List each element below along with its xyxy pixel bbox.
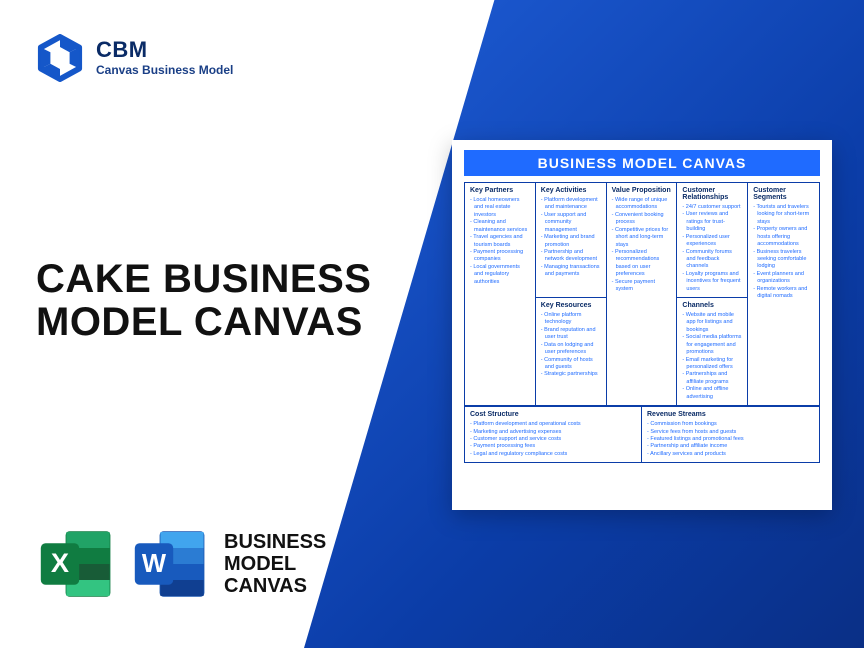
block-list-item: User reviews and ratings for trust-build… xyxy=(682,211,742,233)
apps-row: X W BUSINESS MODEL CANVAS xyxy=(36,524,326,604)
block-heading: Cost Structure xyxy=(470,411,636,418)
block-list-item: Social media platforms for engagement an… xyxy=(682,334,742,356)
block-list-item: Community of hosts and guests xyxy=(541,357,601,372)
block-list-item: Partnership and network development xyxy=(541,249,601,264)
block-list-item: Legal and regulatory compliance costs xyxy=(470,451,636,458)
block-list-item: Marketing and brand promotion xyxy=(541,234,601,249)
block-list-item: Payment processing companies xyxy=(470,249,530,264)
block-heading: Revenue Streams xyxy=(647,411,814,418)
block-list-item: Partnerships and affiliate programs xyxy=(682,371,742,386)
block-list-item: Managing transactions and payments xyxy=(541,264,601,279)
block-list: Website and mobile app for listings and … xyxy=(682,312,742,401)
brand-abbr: CBM xyxy=(96,39,233,61)
brand-name: Canvas Business Model xyxy=(96,63,233,77)
svg-text:X: X xyxy=(51,547,69,578)
block-list-item: Secure payment system xyxy=(612,279,672,294)
block-list-item: Email marketing for personalized offers xyxy=(682,357,742,372)
block-list-item: Cleaning and maintenance services xyxy=(470,219,530,234)
block-list-item: Wide range of unique accommodations xyxy=(612,197,672,212)
apps-label-l3: CANVAS xyxy=(224,575,326,597)
apps-label: BUSINESS MODEL CANVAS xyxy=(224,531,326,597)
block-cost-structure: Cost Structure Platform development and … xyxy=(465,407,642,462)
block-heading: Value Proposition xyxy=(612,187,672,194)
apps-label-l2: MODEL xyxy=(224,553,326,575)
block-list-item: Customer support and service costs xyxy=(470,436,636,443)
block-list-item: Travel agencies and tourism boards xyxy=(470,234,530,249)
block-customer-segments: Customer Segments Tourists and travelers… xyxy=(748,183,819,406)
canvas-grid-bottom: Cost Structure Platform development and … xyxy=(464,407,820,463)
block-list: 24/7 customer supportUser reviews and ra… xyxy=(682,204,742,293)
block-key-activities: Key Activities Platform development and … xyxy=(536,183,607,298)
block-list-item: Payment processing fees xyxy=(470,443,636,450)
block-list-item: Service fees from hosts and guests xyxy=(647,429,814,436)
block-list-item: Competitive prices for short and long-te… xyxy=(612,227,672,249)
word-icon: W xyxy=(130,524,210,604)
block-list-item: Local homeowners and real estate investo… xyxy=(470,197,530,219)
block-list-item: Business travelers seeking comfortable l… xyxy=(753,249,814,271)
block-list: Online platform technologyBrand reputati… xyxy=(541,312,601,379)
canvas-grid-top: Key Partners Local homeowners and real e… xyxy=(464,182,820,407)
brand-logo-icon xyxy=(36,34,84,82)
page-title: CAKE BUSINESS MODEL CANVAS xyxy=(36,258,371,344)
block-list-item: Marketing and advertising expenses xyxy=(470,429,636,436)
brand-text: CBM Canvas Business Model xyxy=(96,39,233,77)
canvas-card: BUSINESS MODEL CANVAS Key Partners Local… xyxy=(452,140,832,510)
block-list-item: Personalized user experiences xyxy=(682,234,742,249)
block-list: Platform development and operational cos… xyxy=(470,421,636,458)
block-heading: Key Resources xyxy=(541,302,601,309)
block-list-item: Local governments and regulatory authori… xyxy=(470,264,530,286)
block-list-item: Tourists and travelers looking for short… xyxy=(753,204,814,226)
block-heading: Channels xyxy=(682,302,742,309)
block-list: Platform development and maintenanceUser… xyxy=(541,197,601,279)
block-list-item: Data on lodging and user preferences xyxy=(541,342,601,357)
headline-line-1: CAKE BUSINESS xyxy=(36,258,371,301)
block-list-item: Brand reputation and user trust xyxy=(541,327,601,342)
block-list-item: Ancillary services and products xyxy=(647,451,814,458)
block-list-item: Loyalty programs and incentives for freq… xyxy=(682,271,742,293)
block-list-item: 24/7 customer support xyxy=(682,204,742,211)
block-customer-relationships: Customer Relationships 24/7 customer sup… xyxy=(677,183,748,298)
svg-text:W: W xyxy=(142,550,167,578)
block-list: Tourists and travelers looking for short… xyxy=(753,204,814,300)
block-list: Wide range of unique accommodationsConve… xyxy=(612,197,672,293)
page-root: CBM Canvas Business Model CAKE BUSINESS … xyxy=(0,0,864,648)
block-list-item: Partnership and affiliate income xyxy=(647,443,814,450)
block-list-item: Convenient booking process xyxy=(612,212,672,227)
block-list-item: Platform development and operational cos… xyxy=(470,421,636,428)
block-value-proposition: Value Proposition Wide range of unique a… xyxy=(607,183,678,406)
apps-label-l1: BUSINESS xyxy=(224,531,326,553)
block-list-item: Website and mobile app for listings and … xyxy=(682,312,742,334)
block-heading: Customer Segments xyxy=(753,187,814,201)
block-list-item: Personalized recommendations based on us… xyxy=(612,249,672,279)
block-list-item: Property owners and hosts offering accom… xyxy=(753,226,814,248)
block-heading: Key Activities xyxy=(541,187,601,194)
block-list: Commission from bookingsService fees fro… xyxy=(647,421,814,458)
block-list-item: Featured listings and promotional fees xyxy=(647,436,814,443)
block-key-resources: Key Resources Online platform technology… xyxy=(536,298,607,406)
block-list-item: Commission from bookings xyxy=(647,421,814,428)
excel-icon: X xyxy=(36,524,116,604)
block-list-item: Online platform technology xyxy=(541,312,601,327)
headline-line-2: MODEL CANVAS xyxy=(36,301,371,344)
brand-block: CBM Canvas Business Model xyxy=(36,34,233,82)
block-list-item: Remote workers and digital nomads xyxy=(753,286,814,301)
canvas-title: BUSINESS MODEL CANVAS xyxy=(464,150,820,176)
block-list-item: Online and offline advertising xyxy=(682,386,742,401)
block-list-item: Event planners and organizations xyxy=(753,271,814,286)
block-revenue-streams: Revenue Streams Commission from bookings… xyxy=(642,407,819,462)
block-list: Local homeowners and real estate investo… xyxy=(470,197,530,286)
block-channels: Channels Website and mobile app for list… xyxy=(677,298,748,406)
block-list-item: Community forums and feedback channels xyxy=(682,249,742,271)
block-list-item: Strategic partnerships xyxy=(541,371,601,378)
block-list-item: User support and community management xyxy=(541,212,601,234)
block-key-partners: Key Partners Local homeowners and real e… xyxy=(465,183,536,406)
block-list-item: Platform development and maintenance xyxy=(541,197,601,212)
block-heading: Customer Relationships xyxy=(682,187,742,201)
block-heading: Key Partners xyxy=(470,187,530,194)
